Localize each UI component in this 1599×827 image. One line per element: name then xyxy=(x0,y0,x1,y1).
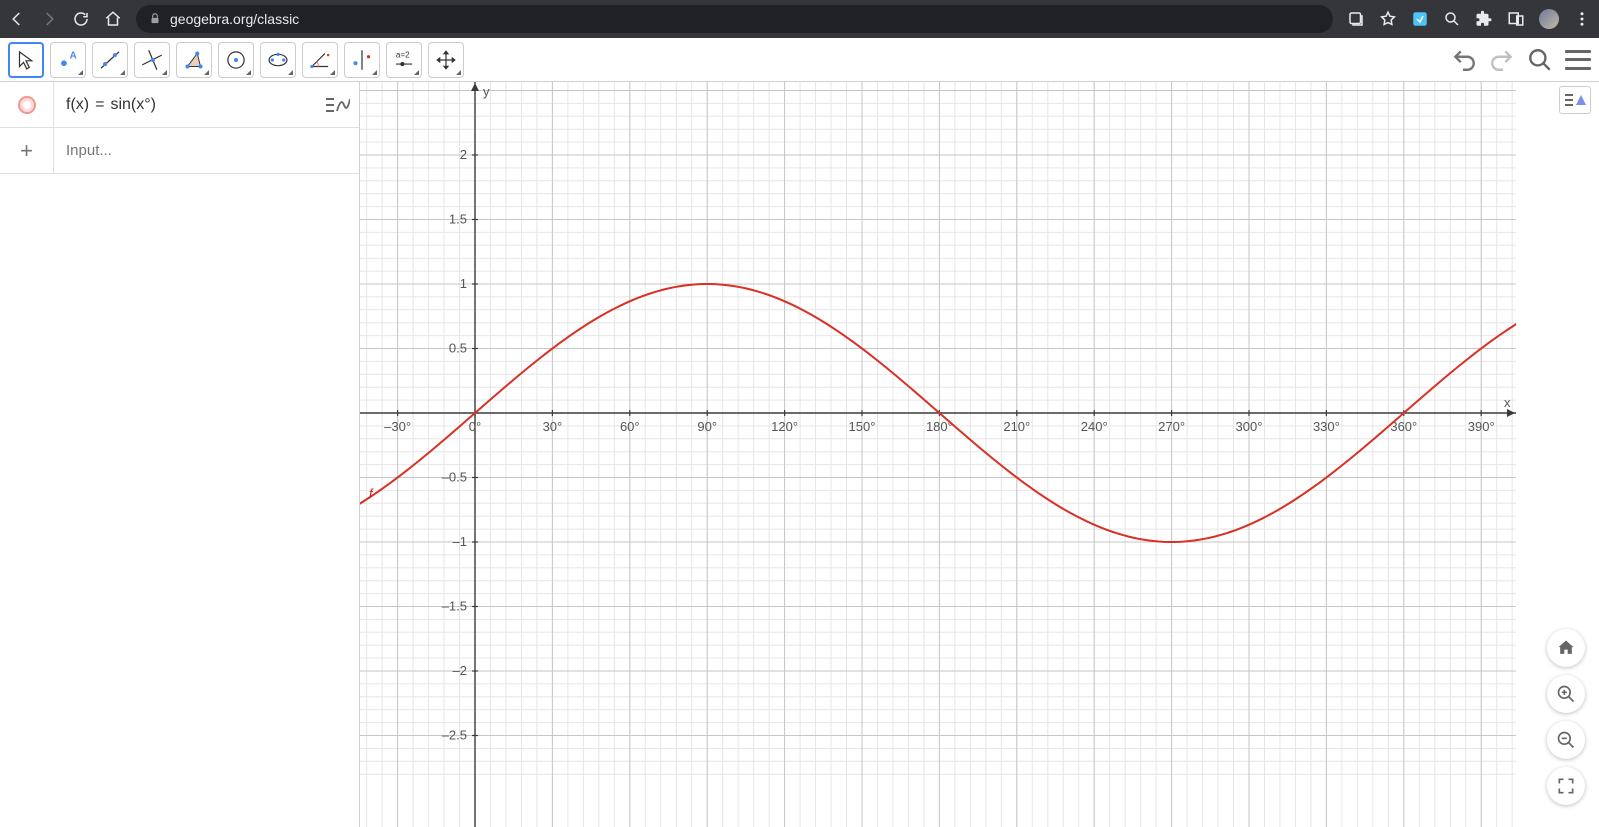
nav-controls xyxy=(8,10,122,28)
tool-conic[interactable] xyxy=(260,42,296,78)
svg-text:60°: 60° xyxy=(620,419,640,434)
graphics-settings-icon xyxy=(1563,91,1587,109)
star-icon[interactable] xyxy=(1379,10,1397,28)
svg-text:330°: 330° xyxy=(1313,419,1340,434)
back-icon[interactable] xyxy=(8,10,26,28)
obj-rhs: sin(x°) xyxy=(110,96,156,114)
svg-text:y: y xyxy=(483,84,490,99)
svg-text:x: x xyxy=(1504,395,1511,410)
tool-move-view[interactable] xyxy=(428,42,464,78)
algebra-panel: f(x) = sin(x°) + xyxy=(0,82,360,827)
svg-text:120°: 120° xyxy=(771,419,798,434)
object-menu[interactable] xyxy=(315,95,359,115)
home-icon[interactable] xyxy=(104,10,122,28)
view-float-controls xyxy=(1547,629,1585,805)
object-menu-icon xyxy=(324,95,350,115)
app-root: A a=2 xyxy=(0,38,1599,827)
tool-move[interactable] xyxy=(8,42,44,78)
devices-icon[interactable] xyxy=(1507,10,1525,28)
kebab-icon[interactable] xyxy=(1573,10,1591,28)
algebra-input[interactable] xyxy=(66,142,347,159)
svg-text:30°: 30° xyxy=(543,419,563,434)
home-view-button[interactable] xyxy=(1547,629,1585,667)
svg-text:f: f xyxy=(369,486,374,501)
plus-icon: + xyxy=(20,138,33,164)
svg-text:–30°: –30° xyxy=(384,419,411,434)
tool-slider[interactable]: a=2 xyxy=(386,42,422,78)
svg-text:–2.5: –2.5 xyxy=(442,728,467,743)
object-toggle[interactable] xyxy=(0,82,54,127)
algebra-input-row[interactable]: + xyxy=(0,128,359,174)
redo-icon[interactable] xyxy=(1489,47,1515,73)
toolbar: A a=2 xyxy=(0,38,1599,82)
svg-text:–1.5: –1.5 xyxy=(442,599,467,614)
tool-point[interactable]: A xyxy=(50,42,86,78)
svg-text:0.5: 0.5 xyxy=(449,341,467,356)
plot-canvas[interactable]: xy–30°0°30°60°90°120°150°180°210°240°270… xyxy=(360,82,1516,827)
browser-right-icons xyxy=(1347,9,1591,29)
svg-text:240°: 240° xyxy=(1081,419,1108,434)
tool-perpendicular[interactable] xyxy=(134,42,170,78)
object-color-dot[interactable] xyxy=(18,96,36,114)
svg-text:1: 1 xyxy=(460,276,467,291)
profile-avatar[interactable] xyxy=(1539,9,1559,29)
ext1-icon[interactable] xyxy=(1411,10,1429,28)
undo-icon[interactable] xyxy=(1451,47,1477,73)
reload-icon[interactable] xyxy=(72,10,90,28)
svg-text:300°: 300° xyxy=(1236,419,1263,434)
svg-text:150°: 150° xyxy=(849,419,876,434)
svg-text:210°: 210° xyxy=(1003,419,1030,434)
tool-angle[interactable] xyxy=(302,42,338,78)
search-icon[interactable] xyxy=(1527,47,1553,73)
svg-text:–1: –1 xyxy=(453,534,467,549)
add-object[interactable]: + xyxy=(0,128,54,173)
zoom-out-button[interactable] xyxy=(1547,721,1585,759)
main-split: f(x) = sin(x°) + xyxy=(0,82,1599,827)
zoom-in-button[interactable] xyxy=(1547,675,1585,713)
lock-icon xyxy=(148,12,162,26)
tool-line[interactable] xyxy=(92,42,128,78)
svg-text:A: A xyxy=(70,50,77,61)
browser-chrome: geogebra.org/classic xyxy=(0,0,1599,38)
svg-text:–0.5: –0.5 xyxy=(442,470,467,485)
svg-text:2: 2 xyxy=(460,147,467,162)
svg-text:90°: 90° xyxy=(697,419,717,434)
obj-lhs: f(x) xyxy=(66,96,89,114)
obj-eq: = xyxy=(95,96,104,114)
graphics-view[interactable]: xy–30°0°30°60°90°120°150°180°210°240°270… xyxy=(360,82,1599,827)
toolbar-right xyxy=(1451,47,1591,73)
graphics-settings-toggle[interactable] xyxy=(1559,86,1591,114)
svg-text:270°: 270° xyxy=(1158,419,1185,434)
object-expression[interactable]: f(x) = sin(x°) xyxy=(54,96,315,114)
svg-text:0°: 0° xyxy=(469,419,481,434)
menu-icon[interactable] xyxy=(1565,50,1591,70)
fullscreen-button[interactable] xyxy=(1547,767,1585,805)
address-bar[interactable]: geogebra.org/classic xyxy=(136,5,1333,33)
ext2-icon[interactable] xyxy=(1443,10,1461,28)
svg-text:a=2: a=2 xyxy=(396,50,410,59)
tool-polygon[interactable] xyxy=(176,42,212,78)
forward-icon[interactable] xyxy=(40,10,58,28)
extensions-icon[interactable] xyxy=(1475,10,1493,28)
svg-text:390°: 390° xyxy=(1468,419,1495,434)
svg-text:1.5: 1.5 xyxy=(449,212,467,227)
tool-circle[interactable] xyxy=(218,42,254,78)
algebra-object-row[interactable]: f(x) = sin(x°) xyxy=(0,82,359,128)
share-icon[interactable] xyxy=(1347,10,1365,28)
svg-text:–2: –2 xyxy=(453,663,467,678)
tool-transform[interactable] xyxy=(344,42,380,78)
url-text: geogebra.org/classic xyxy=(170,11,299,27)
